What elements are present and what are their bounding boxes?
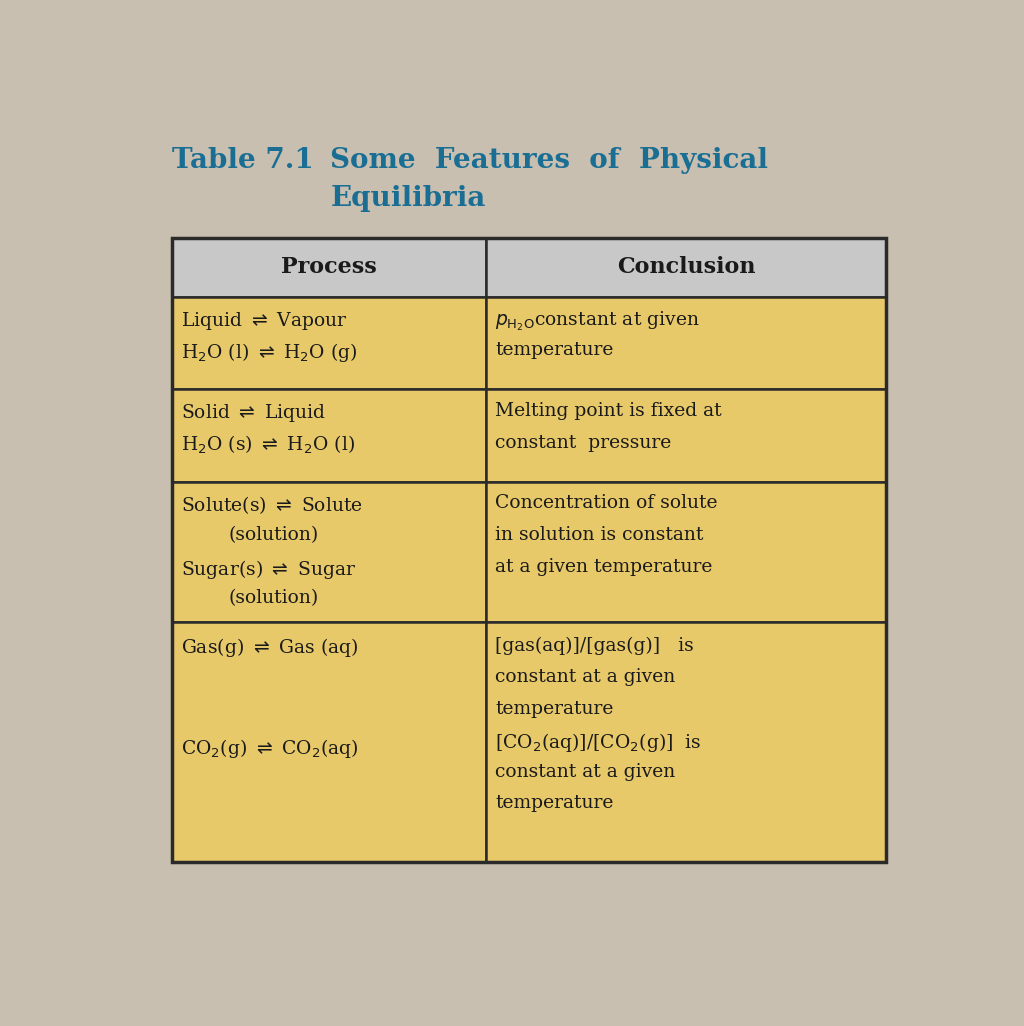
Bar [486, 238, 886, 297]
Text: H$_2$O (s) $\rightleftharpoons$ H$_2$O (l): H$_2$O (s) $\rightleftharpoons$ H$_2$O (… [181, 434, 355, 456]
Text: Conclusion: Conclusion [616, 256, 755, 278]
Text: (solution): (solution) [228, 589, 319, 607]
Bar [486, 481, 886, 622]
Text: in solution is constant: in solution is constant [496, 526, 703, 544]
Text: Some  Features  of  Physical: Some Features of Physical [331, 147, 768, 173]
Text: Solute(s) $\rightleftharpoons$ Solute: Solute(s) $\rightleftharpoons$ Solute [181, 495, 364, 516]
Bar [486, 297, 886, 389]
Bar [486, 622, 886, 862]
Text: Sugar(s) $\rightleftharpoons$ Sugar: Sugar(s) $\rightleftharpoons$ Sugar [181, 557, 356, 581]
Bar [172, 389, 486, 481]
Text: $p_{\mathrm{H_2O}}$constant at given: $p_{\mathrm{H_2O}}$constant at given [496, 310, 700, 333]
Bar [172, 481, 486, 622]
Text: at a given temperature: at a given temperature [496, 557, 713, 576]
Text: CO$_2$(g) $\rightleftharpoons$ CO$_2$(aq): CO$_2$(g) $\rightleftharpoons$ CO$_2$(aq… [181, 738, 358, 760]
Text: temperature: temperature [496, 342, 613, 359]
Text: (solution): (solution) [228, 526, 319, 544]
Bar [486, 389, 886, 481]
Text: Process: Process [281, 256, 377, 278]
Text: Table 7.1: Table 7.1 [172, 147, 313, 173]
Text: constant  pressure: constant pressure [496, 434, 672, 451]
Text: Concentration of solute: Concentration of solute [496, 495, 718, 512]
Text: [gas(aq)]/[gas(g)]   is: [gas(aq)]/[gas(g)] is [496, 636, 694, 655]
Text: Gas(g) $\rightleftharpoons$ Gas (aq): Gas(g) $\rightleftharpoons$ Gas (aq) [181, 636, 358, 660]
Text: Solid $\rightleftharpoons$ Liquid: Solid $\rightleftharpoons$ Liquid [181, 402, 326, 424]
Text: H$_2$O (l) $\rightleftharpoons$ H$_2$O (g): H$_2$O (l) $\rightleftharpoons$ H$_2$O (… [181, 342, 357, 364]
Text: [CO$_2$(aq)]/[CO$_2$(g)]  is: [CO$_2$(aq)]/[CO$_2$(g)] is [496, 732, 701, 754]
Bar [172, 238, 486, 297]
Text: constant at a given: constant at a given [496, 668, 676, 686]
Text: Equilibria: Equilibria [331, 185, 485, 211]
Bar [172, 297, 486, 389]
Text: temperature: temperature [496, 794, 613, 813]
Text: temperature: temperature [496, 700, 613, 717]
Text: Liquid $\rightleftharpoons$ Vapour: Liquid $\rightleftharpoons$ Vapour [181, 310, 347, 331]
Bar [172, 238, 886, 862]
Text: constant at a given: constant at a given [496, 762, 676, 781]
Bar [172, 622, 486, 862]
Text: Melting point is fixed at: Melting point is fixed at [496, 402, 722, 420]
